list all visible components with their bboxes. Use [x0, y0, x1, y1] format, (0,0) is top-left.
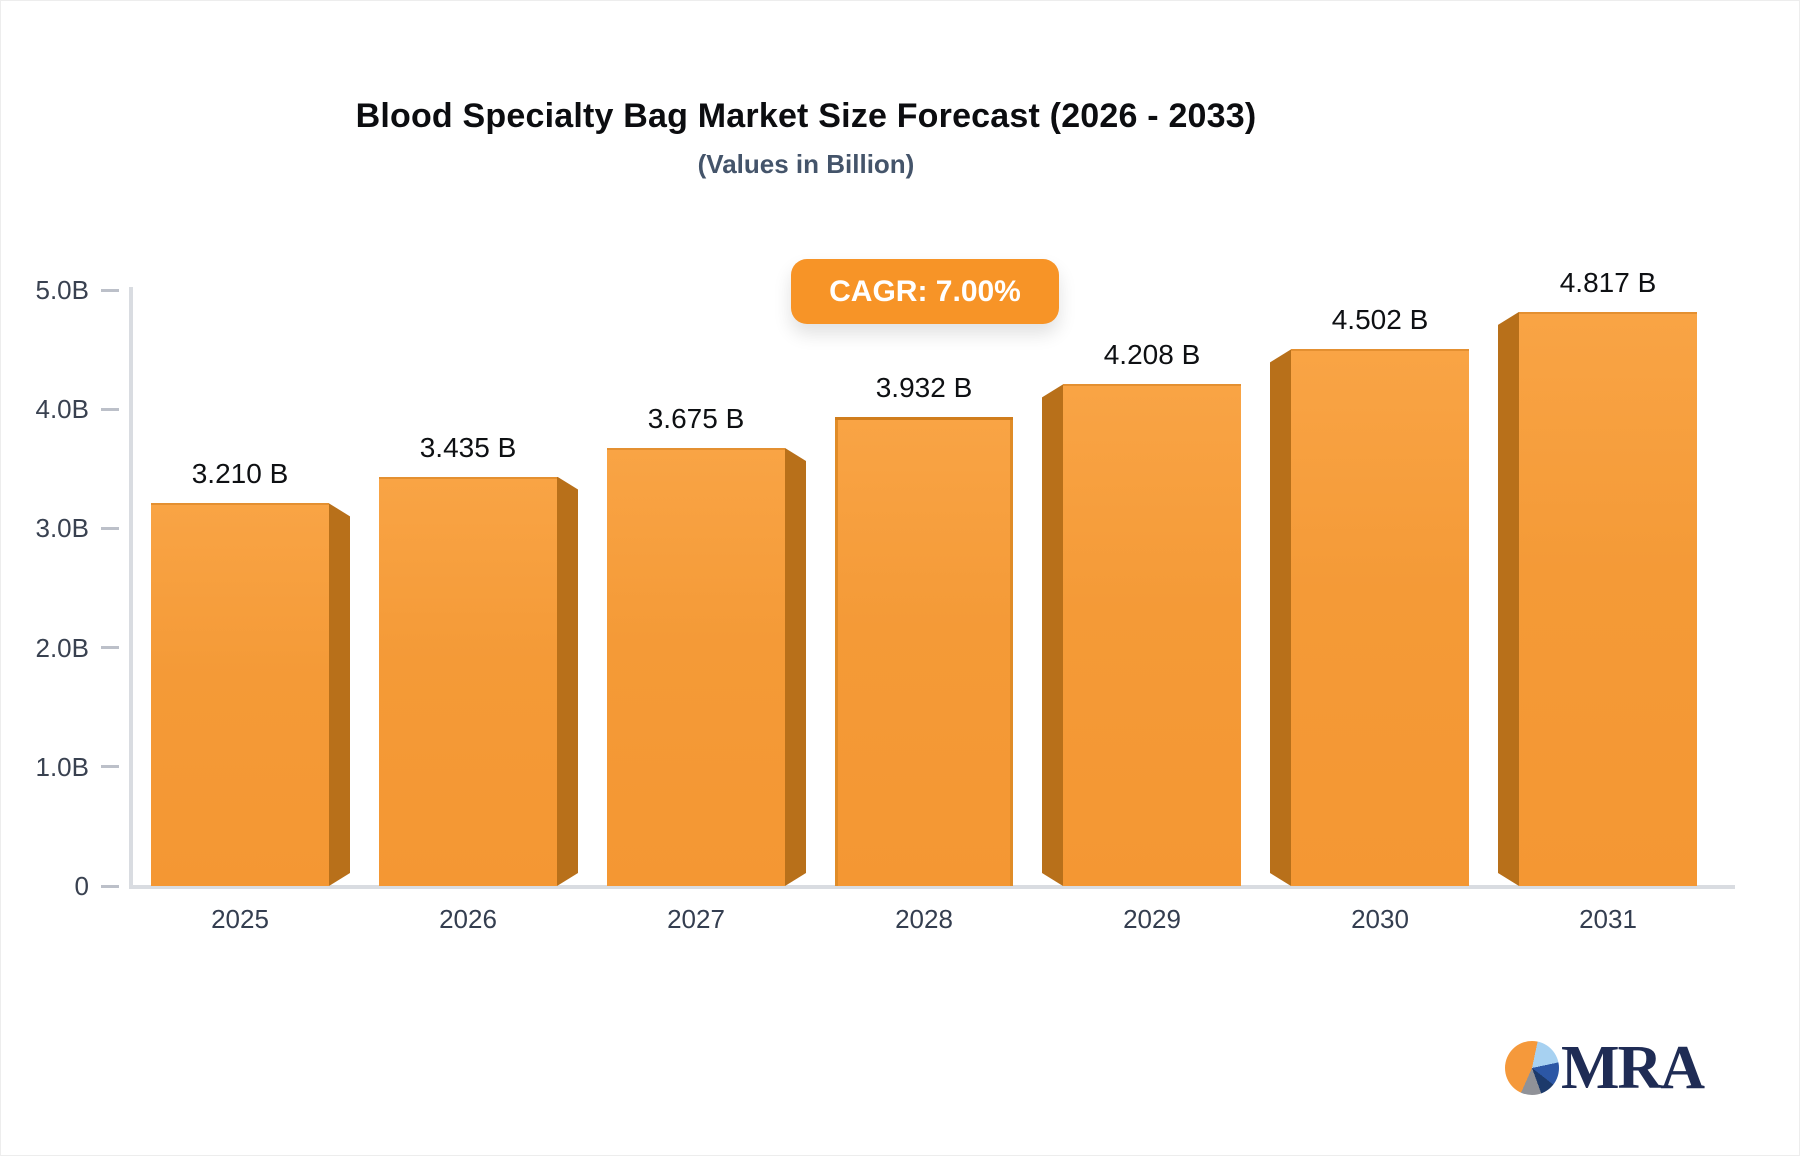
bar-2029[interactable] — [1063, 384, 1241, 886]
bar-2031[interactable] — [1519, 311, 1697, 886]
y-tick-label: 1.0B — [35, 751, 90, 782]
x-axis-label-2029: 2029 — [1123, 904, 1181, 934]
chart-subtitle: (Values in Billion) — [697, 149, 915, 179]
bar-side-shadow — [1498, 312, 1519, 886]
y-tick-dash — [101, 646, 119, 650]
y-axis-line — [129, 287, 133, 889]
y-tick-dash — [101, 407, 119, 411]
y-tick-dash — [101, 526, 119, 530]
y-tick-label: 0 — [74, 871, 89, 901]
cagr-badge: CAGR: 7.00% — [791, 259, 1059, 324]
bar-2027[interactable] — [607, 447, 785, 886]
bar-side-shadow — [557, 477, 578, 886]
bar-2025[interactable] — [151, 503, 329, 886]
x-axis-label-2026: 2026 — [439, 904, 497, 934]
bar-value-label: 4.502 B — [1331, 304, 1429, 336]
bar-value-label: 3.675 B — [647, 402, 745, 434]
y-tick-label: 5.0B — [35, 275, 90, 305]
bar-value-label: 4.208 B — [1103, 339, 1201, 371]
mra-logo: MRA — [1505, 1034, 1705, 1102]
bar-value-label: 4.817 B — [1559, 266, 1657, 298]
y-tick-dash — [101, 288, 119, 292]
y-tick-label: 3.0B — [35, 513, 90, 544]
bar-side-shadow — [1270, 349, 1291, 886]
y-tick-label: 4.0B — [35, 394, 90, 425]
bar-value-label: 3.435 B — [419, 431, 517, 463]
bar-2030[interactable] — [1291, 349, 1469, 886]
logo-text: MRA — [1561, 1034, 1705, 1102]
x-axis-line — [129, 885, 1735, 889]
x-axis-label-2025: 2025 — [211, 904, 269, 934]
y-tick-label: 2.0B — [35, 632, 90, 663]
cagr-badge-label: CAGR: 7.00% — [829, 274, 1021, 308]
bar-value-label: 3.932 B — [875, 372, 973, 404]
x-axis-label-2027: 2027 — [667, 904, 725, 934]
pie-chart-icon — [1505, 1041, 1559, 1095]
x-axis-label-2030: 2030 — [1351, 904, 1409, 934]
x-axis-label-2031: 2031 — [1579, 904, 1637, 934]
bar-2026[interactable] — [379, 476, 557, 886]
bar-side-shadow — [1042, 384, 1063, 886]
bar-value-label: 3.210 B — [191, 458, 289, 490]
bar-side-shadow — [785, 448, 806, 886]
bar-2028[interactable] — [835, 417, 1013, 886]
chart-title: Blood Specialty Bag Market Size Forecast… — [355, 97, 1257, 135]
x-axis-label-2028: 2028 — [895, 904, 953, 934]
y-tick-dash — [101, 884, 119, 888]
y-tick-dash — [101, 765, 119, 769]
bar-side-shadow — [329, 503, 350, 886]
